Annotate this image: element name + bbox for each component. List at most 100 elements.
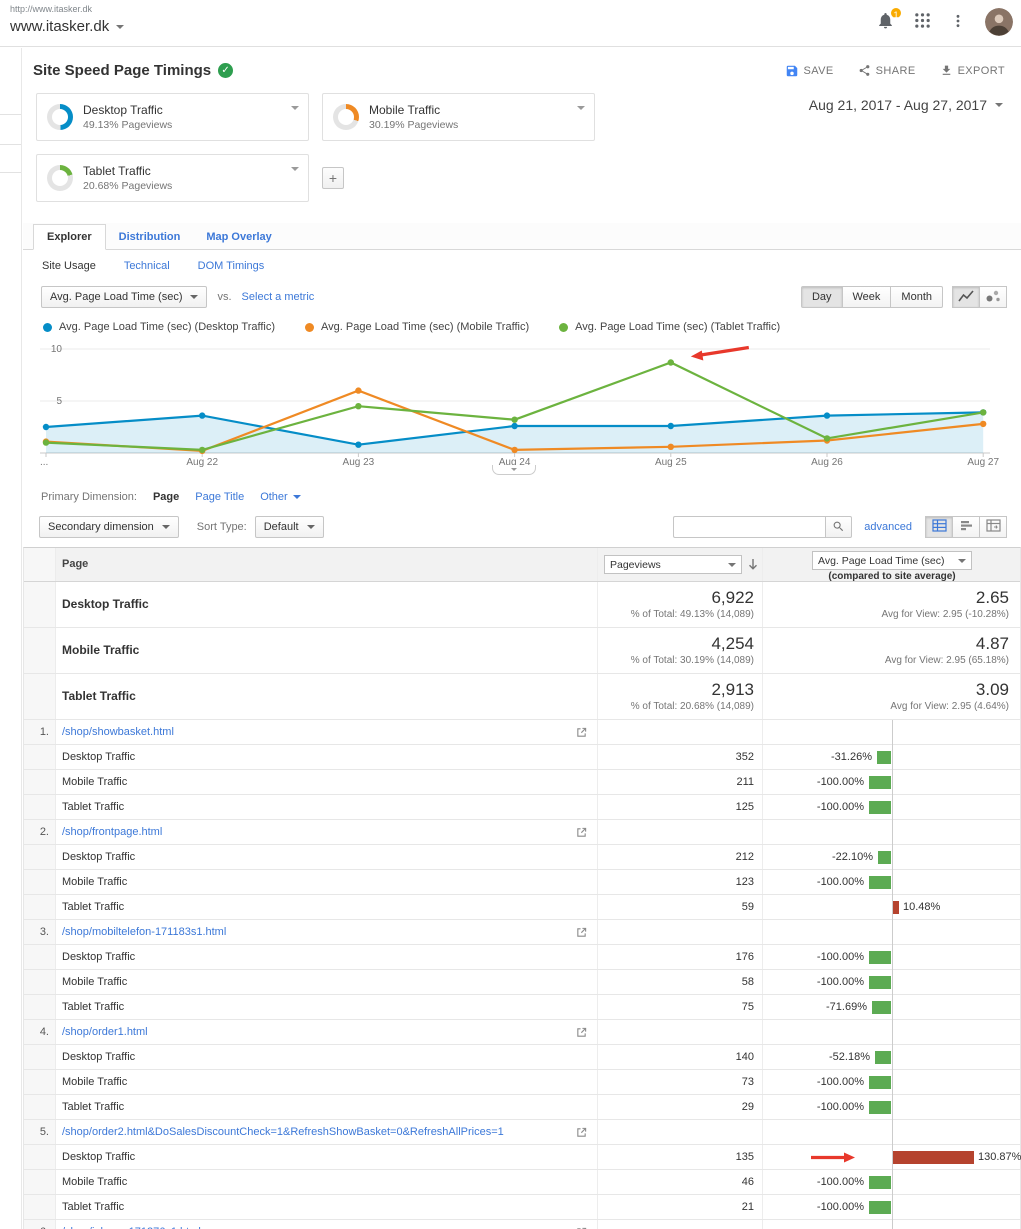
page-link[interactable]: /shop/mobiltelefon-171183s1.html bbox=[62, 926, 227, 938]
segment-name: Mobile Traffic bbox=[369, 103, 441, 117]
row-gutter bbox=[24, 770, 56, 794]
tab-distribution[interactable]: Distribution bbox=[118, 231, 181, 243]
segment-card-tablet[interactable]: Tablet Traffic 20.68% Pageviews bbox=[36, 154, 309, 202]
pageviews-value: 125 bbox=[597, 795, 762, 819]
row-gutter bbox=[24, 1095, 56, 1119]
bar-view-icon bbox=[960, 521, 972, 531]
page-link[interactable]: /shop/order2.html&DoSalesDiscountCheck=1… bbox=[62, 1126, 504, 1138]
page-link[interactable]: /shop/frontpage.html bbox=[62, 826, 163, 838]
granularity-toggle: Day Week Month bbox=[800, 286, 943, 308]
metric-selector[interactable]: Avg. Page Load Time (sec) bbox=[41, 286, 208, 308]
sort-descending-icon[interactable] bbox=[748, 558, 758, 571]
page-row: 3. /shop/mobiltelefon-171183s1.html bbox=[24, 920, 1020, 945]
metric-delta-label: -100.00% bbox=[816, 1176, 864, 1188]
subtab-dom-timings[interactable]: DOM Timings bbox=[197, 260, 265, 272]
table-grid-icon bbox=[931, 519, 947, 532]
segment-sub-row: Mobile Traffic 58 -100.00% bbox=[24, 970, 1020, 995]
bar-cell: -100.00% bbox=[762, 770, 1021, 795]
chevron-down-icon[interactable] bbox=[291, 106, 299, 110]
sort-type-selector[interactable]: Default bbox=[254, 516, 324, 538]
chart-legend: Avg. Page Load Time (sec) (Desktop Traff… bbox=[23, 312, 1021, 333]
subtab-site-usage[interactable]: Site Usage bbox=[42, 260, 96, 272]
date-range-selector[interactable]: Aug 21, 2017 - Aug 27, 2017 bbox=[809, 97, 1003, 113]
dimension-page-title[interactable]: Page Title bbox=[195, 491, 245, 503]
bar-cell: -100.00% bbox=[762, 970, 1021, 995]
collapsed-sidebar[interactable] bbox=[0, 48, 22, 1229]
row-rank: 1. bbox=[24, 720, 56, 744]
report-content: Site Speed Page Timings ✓ SAVE SHARE EXP… bbox=[23, 48, 1021, 1229]
granularity-week-button[interactable]: Week bbox=[841, 286, 892, 308]
segment-donut-icon bbox=[47, 165, 73, 191]
export-button[interactable]: EXPORT bbox=[940, 64, 1005, 77]
motion-chart-view-button[interactable] bbox=[979, 286, 1007, 308]
granularity-day-button[interactable]: Day bbox=[800, 286, 843, 308]
metric-value: 2.65 bbox=[975, 588, 1009, 607]
svg-text:...: ... bbox=[40, 457, 48, 467]
search-input[interactable] bbox=[673, 516, 826, 538]
chevron-down-icon[interactable] bbox=[291, 167, 299, 171]
line-chart-view-button[interactable] bbox=[952, 286, 980, 308]
bar-axis-line bbox=[892, 995, 893, 1020]
segment-name: Tablet Traffic bbox=[83, 164, 151, 178]
notifications-button[interactable]: 1 bbox=[876, 6, 903, 33]
search-button[interactable] bbox=[825, 516, 853, 538]
page-link[interactable]: /shop/order1.html bbox=[62, 1026, 148, 1038]
bar-axis-line bbox=[892, 1020, 893, 1045]
save-button[interactable]: SAVE bbox=[785, 64, 834, 78]
open-in-new-icon[interactable] bbox=[576, 727, 587, 738]
segment-card-mobile[interactable]: Mobile Traffic 30.19% Pageviews bbox=[322, 93, 595, 141]
pageviews-value: 212 bbox=[597, 845, 762, 869]
select-metric-link[interactable]: Select a metric bbox=[241, 291, 315, 303]
metric-delta-label: -22.10% bbox=[832, 851, 873, 863]
metric-delta-label: -100.00% bbox=[816, 1076, 864, 1088]
account-selector[interactable]: www.itasker.dk bbox=[10, 18, 125, 35]
granularity-month-button[interactable]: Month bbox=[890, 286, 943, 308]
bar-cell: 130.87% bbox=[762, 1145, 1021, 1170]
dimension-page[interactable]: Page bbox=[152, 491, 180, 503]
segment-name: Mobile Traffic bbox=[62, 876, 128, 888]
open-in-new-icon[interactable] bbox=[576, 1027, 587, 1038]
report-tabs: Explorer Distribution Map Overlay bbox=[23, 223, 1021, 250]
metric-delta-label: -100.00% bbox=[816, 1101, 864, 1113]
advanced-filter-link[interactable]: advanced bbox=[864, 521, 912, 533]
subtab-technical[interactable]: Technical bbox=[123, 260, 170, 272]
open-in-new-icon[interactable] bbox=[576, 927, 587, 938]
page-cell: /shop/mobiltelefon-171183s1.html bbox=[56, 920, 597, 944]
save-label: SAVE bbox=[803, 64, 834, 77]
pageviews-subtext: % of Total: 20.68% (14,089) bbox=[630, 700, 754, 712]
metric-bar-negative bbox=[869, 1201, 891, 1214]
open-in-new-icon[interactable] bbox=[576, 827, 587, 838]
share-button[interactable]: SHARE bbox=[858, 64, 916, 77]
row-gutter bbox=[24, 745, 56, 769]
avatar[interactable] bbox=[985, 8, 1013, 36]
metric-delta-label: -100.00% bbox=[816, 801, 864, 813]
performance-view-button[interactable] bbox=[952, 516, 980, 538]
bell-icon bbox=[879, 12, 892, 29]
row-gutter bbox=[24, 1145, 56, 1169]
page-link[interactable]: /shop/iphone-171276s1.html bbox=[62, 1226, 201, 1229]
svg-text:Aug 24: Aug 24 bbox=[499, 457, 531, 467]
row-rank: 3. bbox=[24, 920, 56, 944]
metric-bar-negative bbox=[872, 1001, 891, 1014]
metric-bar-negative bbox=[869, 976, 891, 989]
pivot-view-button[interactable] bbox=[979, 516, 1007, 538]
secondary-dimension-label: Secondary dimension bbox=[48, 521, 154, 533]
page-link[interactable]: /shop/showbasket.html bbox=[62, 726, 174, 738]
pageviews-column-selector[interactable]: Pageviews bbox=[604, 555, 742, 574]
secondary-dimension-button[interactable]: Secondary dimension bbox=[39, 516, 179, 538]
tab-map-overlay[interactable]: Map Overlay bbox=[206, 231, 272, 243]
svg-text:Aug 26: Aug 26 bbox=[811, 457, 843, 467]
chart-expand-handle[interactable] bbox=[492, 465, 536, 475]
dimension-other[interactable]: Other bbox=[260, 491, 301, 503]
segment-detail: 30.19% Pageviews bbox=[369, 119, 459, 131]
add-segment-button[interactable]: + bbox=[322, 167, 344, 189]
metric-column-selector[interactable]: Avg. Page Load Time (sec) bbox=[812, 551, 972, 570]
data-view-button[interactable] bbox=[925, 516, 953, 538]
tab-explorer[interactable]: Explorer bbox=[33, 224, 106, 250]
segment-card-desktop[interactable]: Desktop Traffic 49.13% Pageviews bbox=[36, 93, 309, 141]
metric-bar-negative bbox=[869, 876, 891, 889]
open-in-new-icon[interactable] bbox=[576, 1127, 587, 1138]
chevron-down-icon[interactable] bbox=[577, 106, 585, 110]
overflow-menu-button[interactable] bbox=[950, 12, 966, 33]
apps-grid-button[interactable] bbox=[914, 12, 931, 32]
